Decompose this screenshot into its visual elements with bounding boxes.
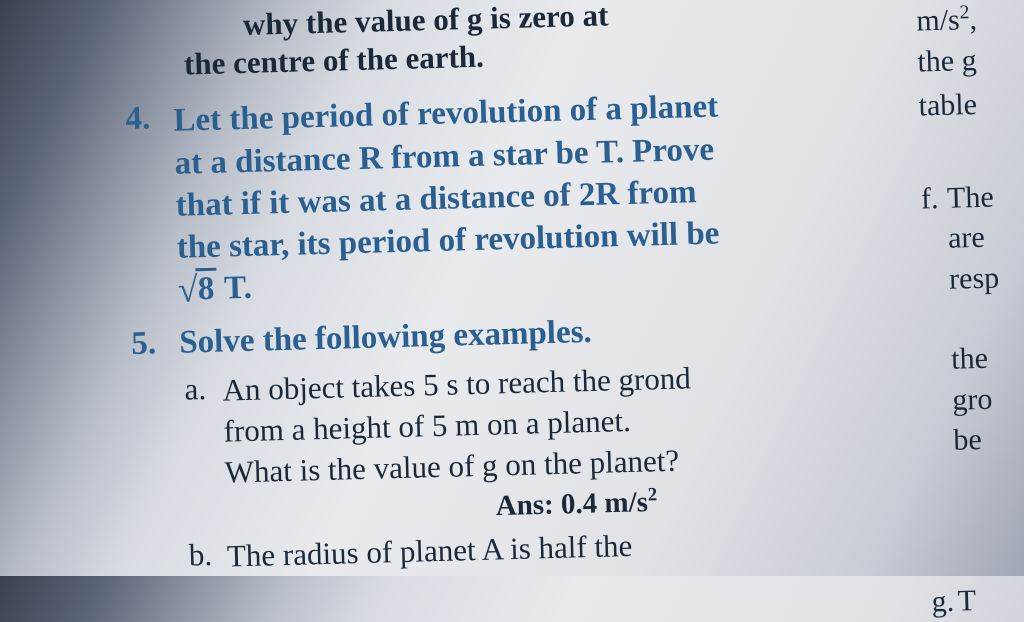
right-f-label: f.: [921, 178, 948, 219]
question-5-number: 5.: [131, 325, 176, 363]
answer-value: 0.4 m/s: [561, 486, 649, 520]
right-ms2-tail: ,: [969, 3, 977, 36]
right-the-g: the g: [917, 39, 1024, 82]
question-5a-label: a.: [184, 371, 219, 408]
sqrt-value: 8: [195, 268, 217, 308]
right-column-fragment: m/s2, the g table f.The are resp the gro…: [916, 0, 1024, 622]
right-g-label: g.: [931, 581, 958, 622]
q5a-line2: from a height of 5 m on a planet.: [223, 403, 631, 449]
right-ms2-text: m/s: [916, 3, 960, 37]
question-5a: a. An object takes 5 s to reach the gron…: [184, 351, 1009, 495]
right-table: table: [918, 84, 1024, 127]
q4-line3: that if it was at a distance of 2R from: [175, 174, 697, 224]
question-5b-text: The radius of planet A is half the: [226, 522, 787, 578]
answer-label: Ans:: [495, 489, 561, 523]
q4-line4: the star, its period of revolution will …: [176, 216, 719, 266]
sqrt-unit: T.: [216, 270, 252, 307]
question-5b-label: b.: [188, 536, 223, 573]
right-item-f: f.The are resp: [921, 176, 1024, 300]
right-item-g: g.T: [931, 579, 1024, 622]
question-4-text: Let the period of revolution of a planet…: [173, 85, 768, 312]
sqrt-symbol: 8: [177, 268, 217, 311]
q4-line2: at a distance R from a star be T. Prove: [174, 131, 714, 181]
right-f-are: are: [948, 217, 1024, 260]
question-5a-text: An object takes 5 s to reach the grond f…: [222, 356, 785, 493]
answer-exponent: 2: [647, 484, 657, 505]
question-4-number: 4.: [125, 100, 170, 138]
q5a-line3: What is the value of g on the planet?: [224, 443, 679, 490]
right-gr: gro: [952, 378, 1024, 421]
right-the2: the: [951, 338, 1024, 381]
q4-line1: Let the period of revolution of a planet: [173, 89, 719, 139]
q5a-line1: An object takes 5 s to reach the grond: [222, 361, 691, 408]
right-be: be: [953, 419, 1024, 462]
right-ms2: m/s2,: [916, 0, 1024, 42]
right-g-t: T: [957, 584, 976, 617]
right-f-resp: resp: [949, 257, 1024, 300]
question-5-text: Solve the following examples.: [179, 314, 592, 362]
right-f-the: The: [947, 180, 994, 214]
question-5b: b. The radius of planet A is half the: [188, 516, 1011, 578]
question-4: 4. Let the period of revolution of a pla…: [125, 78, 1004, 312]
